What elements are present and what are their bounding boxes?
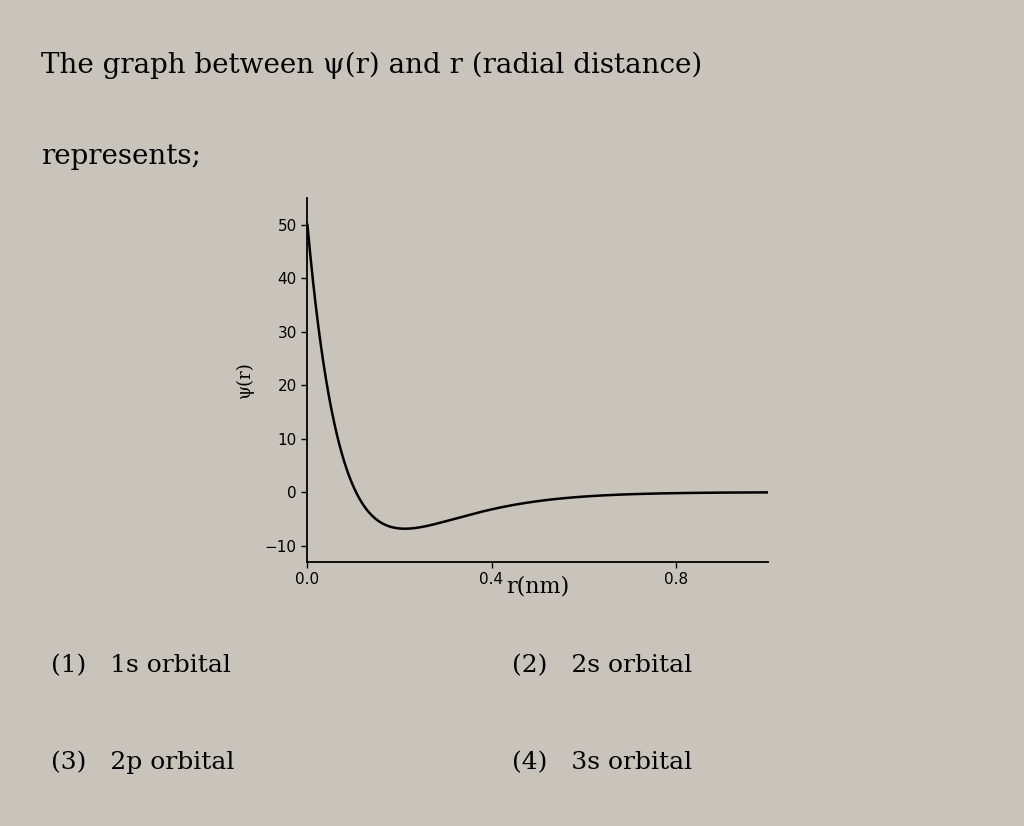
Y-axis label: ψ(r): ψ(r) — [236, 362, 254, 398]
Text: (4)   3s orbital: (4) 3s orbital — [512, 751, 692, 774]
Text: (3)   2p orbital: (3) 2p orbital — [51, 751, 234, 774]
Text: represents;: represents; — [41, 143, 201, 170]
Text: r(nm): r(nm) — [506, 576, 569, 597]
Text: The graph between ψ(r) and r (radial distance): The graph between ψ(r) and r (radial dis… — [41, 52, 702, 79]
Text: (1)   1s orbital: (1) 1s orbital — [51, 654, 231, 677]
Text: (2)   2s orbital: (2) 2s orbital — [512, 654, 692, 677]
